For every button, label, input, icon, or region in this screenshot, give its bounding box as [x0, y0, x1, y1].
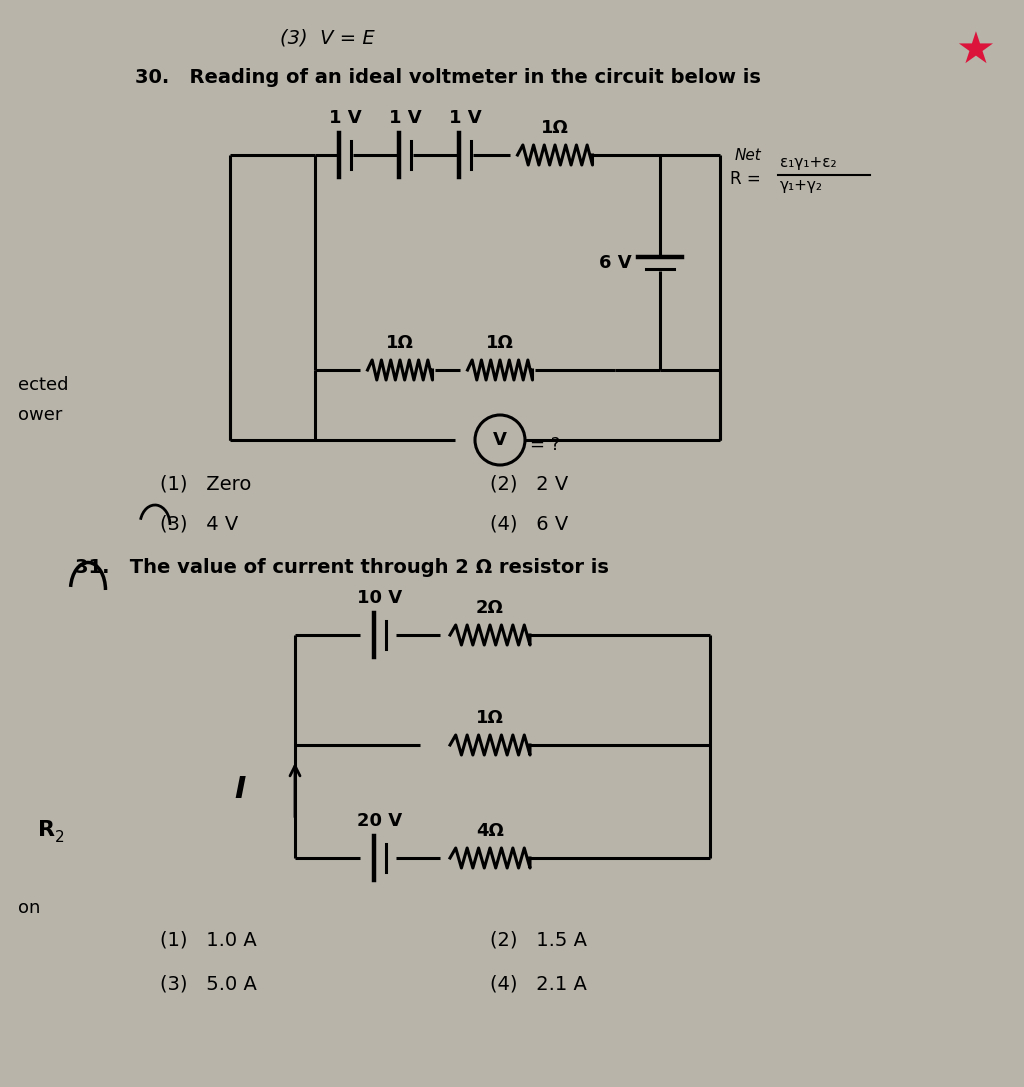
Text: (1)   1.0 A: (1) 1.0 A [160, 930, 257, 949]
Text: 1Ω: 1Ω [476, 709, 504, 727]
Text: 1Ω: 1Ω [486, 334, 514, 352]
Text: = ?: = ? [530, 436, 560, 454]
Text: 1Ω: 1Ω [386, 334, 414, 352]
Text: (2)   1.5 A: (2) 1.5 A [490, 930, 587, 949]
Text: 1 V: 1 V [449, 109, 481, 127]
Text: (3)   5.0 A: (3) 5.0 A [160, 975, 257, 994]
Text: 1 V: 1 V [389, 109, 421, 127]
Text: R: R [38, 820, 55, 840]
Text: 10 V: 10 V [357, 589, 402, 607]
Text: (1)   Zero: (1) Zero [160, 475, 251, 493]
Text: γ₁+γ₂: γ₁+γ₂ [780, 178, 823, 193]
Text: (4)   6 V: (4) 6 V [490, 515, 568, 534]
Text: I: I [234, 775, 246, 804]
Text: (4)   2.1 A: (4) 2.1 A [490, 975, 587, 994]
Text: 1Ω: 1Ω [541, 118, 569, 137]
Text: on: on [18, 899, 40, 917]
Text: ected: ected [18, 376, 69, 393]
Text: (2)   2 V: (2) 2 V [490, 475, 568, 493]
Text: (3)  V = E: (3) V = E [280, 28, 375, 47]
Text: V: V [494, 432, 507, 449]
Text: ε₁γ₁+ε₂: ε₁γ₁+ε₂ [780, 155, 837, 170]
Text: 30.   Reading of an ideal voltmeter in the circuit below is: 30. Reading of an ideal voltmeter in the… [135, 68, 761, 87]
Text: (3)   4 V: (3) 4 V [160, 515, 239, 534]
Text: 6 V: 6 V [599, 254, 632, 272]
Text: 2: 2 [55, 830, 65, 846]
Text: Net: Net [735, 148, 762, 163]
Text: R =: R = [730, 170, 761, 188]
Text: ower: ower [18, 407, 62, 424]
Text: ★: ★ [955, 30, 995, 73]
Text: 2Ω: 2Ω [476, 599, 504, 617]
Text: 1 V: 1 V [329, 109, 361, 127]
Text: 4Ω: 4Ω [476, 822, 504, 840]
Text: 20 V: 20 V [357, 812, 402, 830]
Text: 31.   The value of current through 2 Ω resistor is: 31. The value of current through 2 Ω res… [75, 558, 609, 577]
